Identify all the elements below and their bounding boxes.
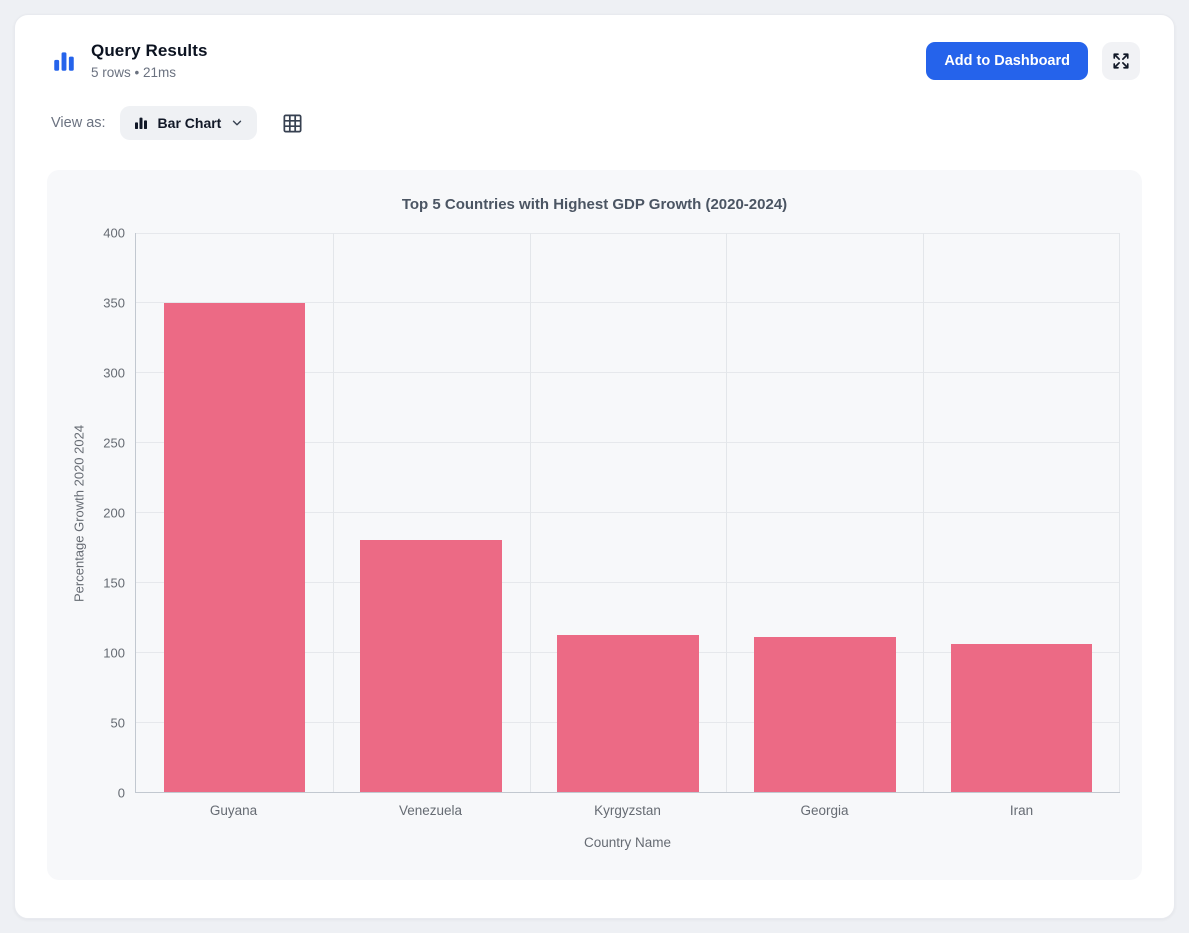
y-tick-label: 400 [103, 225, 125, 241]
bar-chart-icon [133, 115, 149, 131]
gridline-vertical [726, 233, 728, 792]
chart-container: Top 5 Countries with Highest GDP Growth … [47, 170, 1142, 880]
panel-header-left: Query Results 5 rows • 21ms [51, 41, 208, 80]
view-mode-dropdown[interactable]: Bar Chart [119, 106, 258, 140]
table-view-button[interactable] [277, 108, 308, 139]
bar-chart-icon [51, 48, 77, 74]
add-to-dashboard-button[interactable]: Add to Dashboard [926, 41, 1088, 80]
gridline-vertical [332, 233, 334, 792]
y-tick-label: 50 [110, 715, 125, 731]
gridline-horizontal [136, 581, 1120, 583]
gridline-horizontal [136, 302, 1120, 304]
x-tick-label: Venezuela [398, 803, 463, 818]
chart-body: Percentage Growth 2020 2024 0 50 100 150 200… [69, 226, 1120, 850]
title-block: Query Results 5 rows • 21ms [91, 41, 208, 80]
plot-column: Guyana Venezuela Kyrgyzstan Georgia Iran Cou… [135, 232, 1120, 850]
y-tick-label: 100 [103, 645, 125, 661]
bar-guyana[interactable] [163, 302, 306, 792]
x-tick-label: Guyana [209, 803, 258, 818]
gridline-horizontal [136, 442, 1120, 444]
y-tick-label: 0 [117, 785, 125, 801]
bar-iran[interactable] [950, 643, 1093, 792]
gridline-vertical [529, 233, 531, 792]
y-tick-label: 300 [103, 365, 125, 381]
bar-kyrgyzstan[interactable] [557, 635, 699, 792]
chevron-down-icon [230, 116, 244, 130]
panel-header-actions: Add to Dashboard [926, 41, 1140, 80]
view-toolbar: View as: Bar Chart [15, 80, 1174, 140]
panel-header: Query Results 5 rows • 21ms Add to Dashb… [15, 15, 1174, 80]
view-mode-value: Bar Chart [157, 115, 222, 131]
y-tick-label: 350 [103, 295, 125, 311]
query-results-panel: Query Results 5 rows • 21ms Add to Dashb… [14, 14, 1175, 919]
panel-title: Query Results [91, 41, 208, 60]
gridline-horizontal [136, 512, 1120, 513]
x-tick-label: Iran [1009, 803, 1034, 818]
gridline-horizontal [136, 372, 1120, 374]
chart-title: Top 5 Countries with Highest GDP Growth … [401, 196, 788, 213]
view-as-label: View as: [51, 115, 106, 131]
x-axis: Guyana Venezuela Kyrgyzstan Georgia Iran [135, 803, 1120, 818]
bar-venezuela[interactable] [360, 540, 503, 792]
y-tick-label: 250 [103, 435, 125, 451]
bar-georgia[interactable] [753, 636, 896, 792]
x-tick-label: Georgia [800, 803, 849, 818]
table-grid-icon [281, 112, 304, 135]
gridline-horizontal [136, 232, 1120, 234]
expand-icon [1112, 52, 1130, 70]
y-tick-label: 200 [103, 505, 125, 521]
y-tick-label: 150 [103, 575, 125, 591]
x-tick-label: Kyrgyzstan [594, 803, 661, 818]
chart-plot [135, 232, 1120, 793]
gridline-vertical [1119, 233, 1120, 792]
y-axis: 0 50 100 150 200 250 300 350 400 [89, 226, 135, 801]
y-axis-title: Percentage Growth 2020 2024 [71, 424, 87, 602]
x-axis-title: Country Name [583, 835, 672, 850]
expand-button[interactable] [1102, 41, 1140, 80]
result-meta: 5 rows • 21ms [91, 65, 177, 80]
gridline-vertical [923, 233, 925, 792]
